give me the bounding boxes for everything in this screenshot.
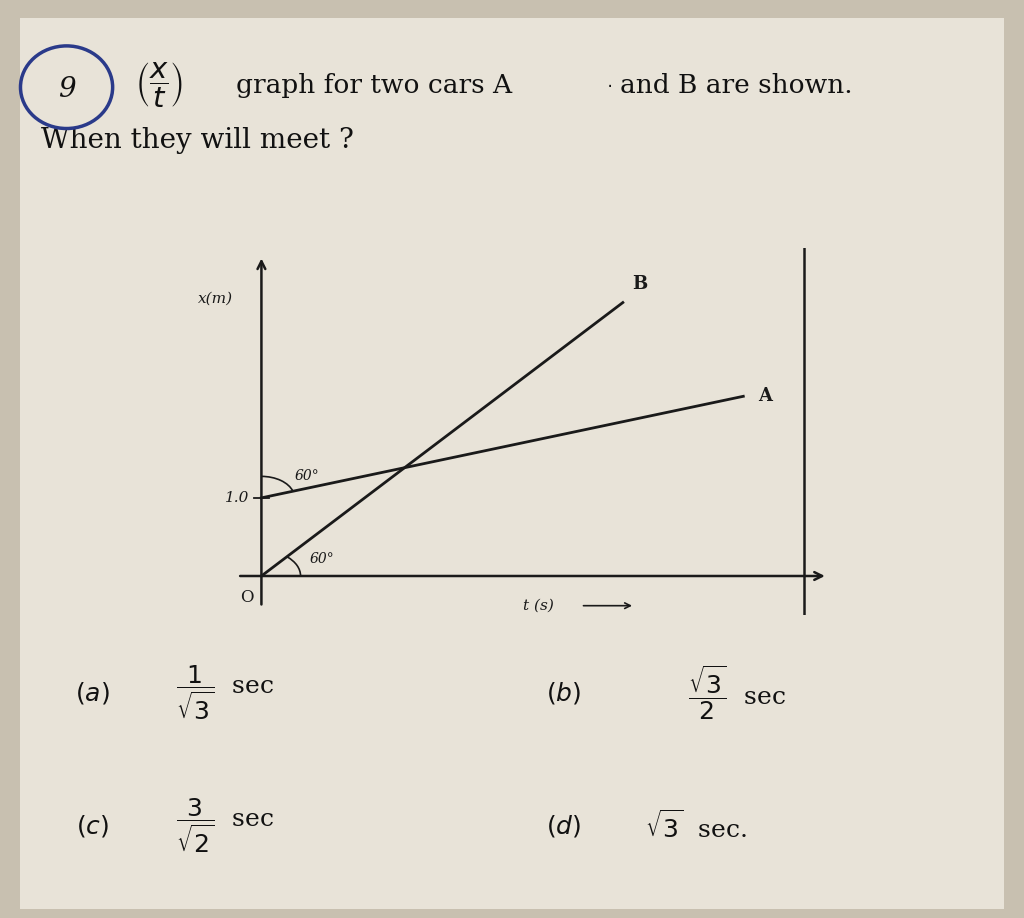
FancyBboxPatch shape <box>20 18 1004 909</box>
Text: $\left(\dfrac{x}{t}\right)$: $\left(\dfrac{x}{t}\right)$ <box>134 61 183 110</box>
Text: x(m): x(m) <box>198 292 233 306</box>
Text: $(a)$: $(a)$ <box>75 680 110 706</box>
Text: O: O <box>241 589 254 607</box>
Text: $\dot{}$: $\dot{}$ <box>609 76 613 95</box>
Text: B: B <box>633 275 648 293</box>
Text: $\dfrac{\sqrt{3}}{2}$  sec: $\dfrac{\sqrt{3}}{2}$ sec <box>688 664 786 722</box>
Text: and B are shown.: and B are shown. <box>620 73 852 98</box>
Text: $(c)$: $(c)$ <box>76 813 109 839</box>
Text: 1.0: 1.0 <box>225 491 250 505</box>
Text: A: A <box>758 387 772 406</box>
Text: $\sqrt{3}$  sec.: $\sqrt{3}$ sec. <box>645 810 748 843</box>
Text: When they will meet ?: When they will meet ? <box>41 127 354 154</box>
Text: 60°: 60° <box>295 469 319 483</box>
Text: t (s): t (s) <box>523 599 554 612</box>
Text: $\dfrac{1}{\sqrt{3}}$  sec: $\dfrac{1}{\sqrt{3}}$ sec <box>176 664 274 722</box>
Text: 60°: 60° <box>309 552 334 565</box>
Text: $(d)$: $(d)$ <box>546 813 581 839</box>
Text: 9: 9 <box>57 75 76 103</box>
Text: $(b)$: $(b)$ <box>546 680 581 706</box>
Text: $\dfrac{3}{\sqrt{2}}$  sec: $\dfrac{3}{\sqrt{2}}$ sec <box>176 797 274 856</box>
Text: graph for two cars A: graph for two cars A <box>236 73 512 98</box>
